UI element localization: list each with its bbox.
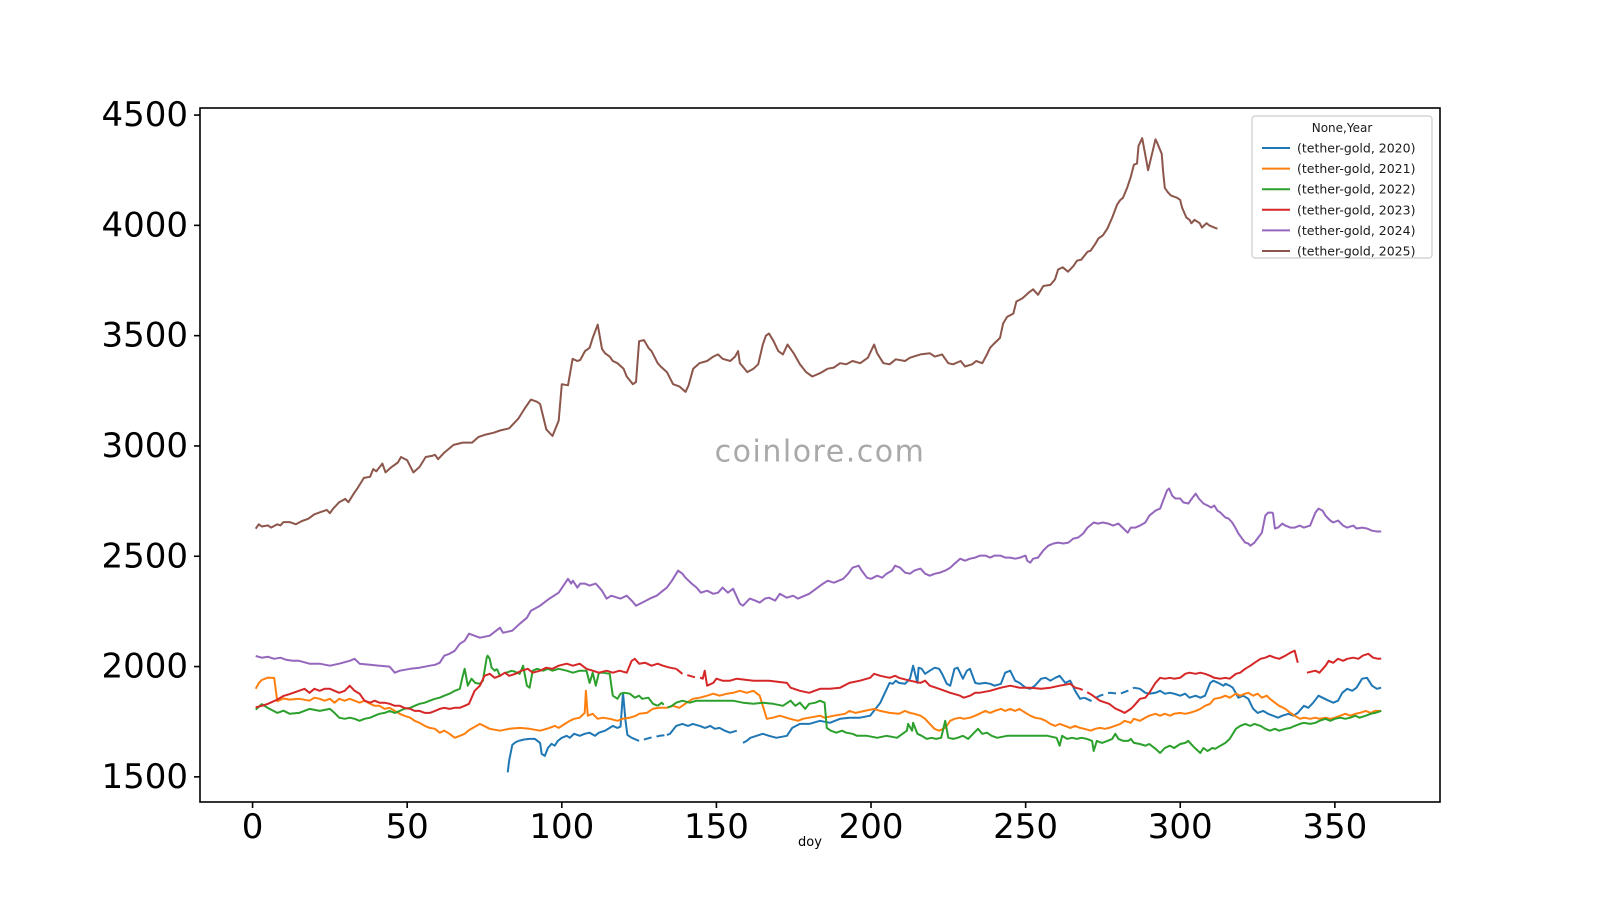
plot-frame bbox=[199, 107, 1441, 803]
x-axis-tick-label: 150 bbox=[684, 807, 749, 847]
legend-item-label: (tether-gold, 2022) bbox=[1297, 182, 1415, 197]
legend-item: (tether-gold, 2025) bbox=[1262, 244, 1415, 259]
series-line bbox=[495, 668, 513, 677]
y-axis-tick-label: 4000 bbox=[101, 205, 188, 245]
series-line bbox=[1306, 652, 1382, 674]
x-axis-label: doy bbox=[798, 835, 822, 850]
series-line bbox=[511, 664, 659, 707]
y-axis-tick-label: 4500 bbox=[101, 95, 188, 135]
watermark-text: coinlore.com bbox=[715, 435, 926, 470]
series-line bbox=[666, 722, 738, 736]
legend-item-label: (tether-gold, 2024) bbox=[1297, 223, 1415, 238]
series-line bbox=[1074, 686, 1092, 695]
series-line bbox=[1083, 686, 1135, 702]
series-line bbox=[518, 738, 525, 742]
series-line bbox=[506, 739, 519, 773]
legend-item: (tether-gold, 2022) bbox=[1262, 182, 1415, 197]
series-2023 bbox=[255, 649, 1382, 714]
y-axis-tick-label: 3000 bbox=[101, 426, 188, 466]
x-axis: 0 50 100 150 200 250 300 350 bbox=[242, 802, 1367, 847]
series-line bbox=[675, 668, 701, 679]
y-axis: 1500 2000 2500 3000 3500 4000 4500 bbox=[101, 95, 200, 797]
x-axis-tick-label: 300 bbox=[1148, 807, 1213, 847]
x-axis-tick-label: 250 bbox=[993, 807, 1058, 847]
legend-item: (tether-gold, 2020) bbox=[1262, 141, 1415, 156]
legend-title: None,Year bbox=[1312, 121, 1373, 135]
legend-box bbox=[1251, 115, 1433, 259]
x-axis-tick-label: 350 bbox=[1302, 807, 1367, 847]
y-axis-tick-label: 1500 bbox=[101, 757, 188, 797]
series-line bbox=[700, 669, 1076, 699]
series-2024 bbox=[255, 487, 1382, 674]
x-axis-tick-label: 50 bbox=[386, 807, 429, 847]
y-axis-tick-label: 2500 bbox=[101, 536, 188, 576]
series-line bbox=[254, 676, 1382, 739]
series-line bbox=[524, 691, 633, 757]
legend-item-label: (tether-gold, 2025) bbox=[1297, 244, 1415, 259]
legend: None,Year (tether-gold, 2020) (tether-gold… bbox=[1251, 115, 1433, 259]
legend-item: (tether-gold, 2023) bbox=[1262, 202, 1415, 217]
series-2020 bbox=[506, 664, 1382, 773]
series-2021 bbox=[254, 676, 1382, 739]
series-line bbox=[255, 657, 677, 714]
x-axis-tick-label: 0 bbox=[242, 807, 264, 847]
series-line bbox=[1133, 676, 1382, 719]
series-line bbox=[657, 701, 673, 709]
legend-item: (tether-gold, 2024) bbox=[1262, 223, 1415, 238]
series-line bbox=[255, 487, 1382, 674]
x-axis-tick-label: 100 bbox=[529, 807, 594, 847]
legend-item-label: (tether-gold, 2020) bbox=[1297, 141, 1415, 156]
x-axis-tick-label: 200 bbox=[839, 807, 904, 847]
legend-item-label: (tether-gold, 2023) bbox=[1297, 202, 1415, 217]
legend-item: (tether-gold, 2021) bbox=[1262, 161, 1415, 176]
series-line bbox=[631, 733, 668, 742]
series-line bbox=[671, 699, 1382, 754]
series-line bbox=[255, 654, 498, 722]
y-axis-tick-label: 3500 bbox=[101, 316, 188, 356]
y-axis-tick-label: 2000 bbox=[101, 647, 188, 687]
legend-item-label: (tether-gold, 2021) bbox=[1297, 161, 1415, 176]
series-2022 bbox=[255, 654, 1382, 754]
series-line bbox=[1090, 649, 1299, 714]
series-line bbox=[254, 137, 1218, 530]
series-2025 bbox=[254, 137, 1218, 530]
